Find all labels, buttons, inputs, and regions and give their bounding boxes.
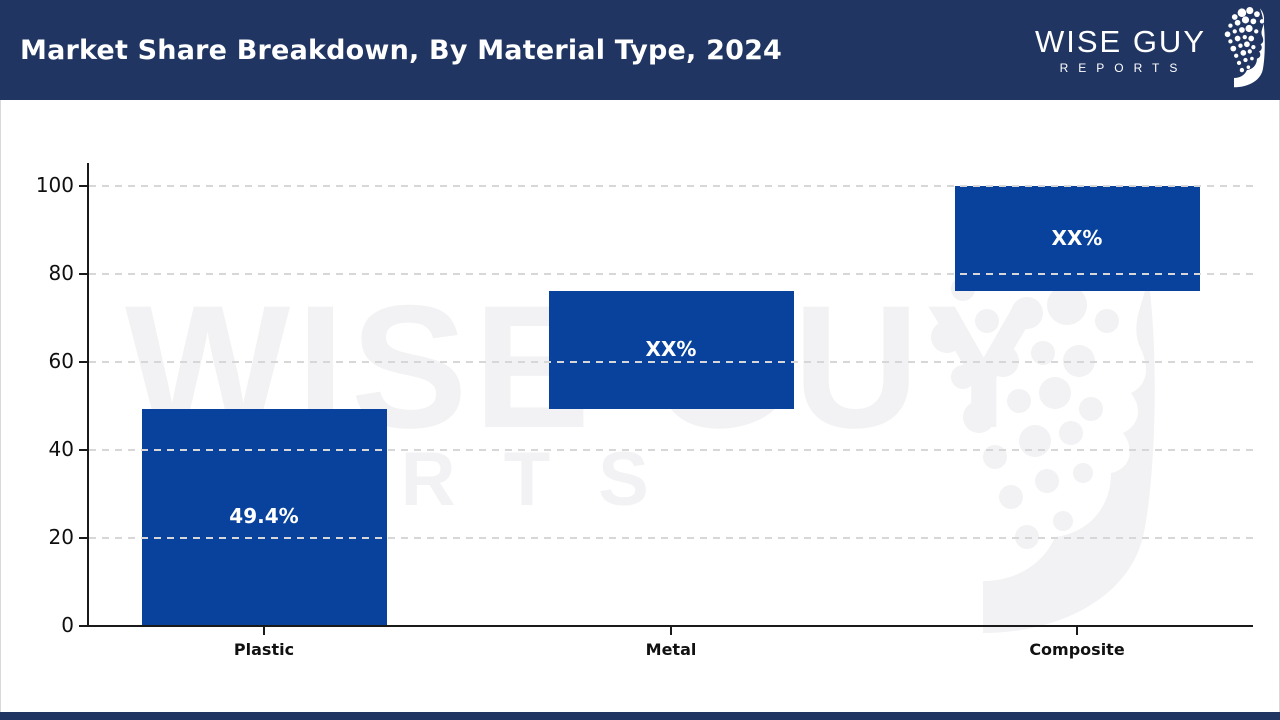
x-tick-mark xyxy=(670,627,672,635)
logo-text: WISE GUY REPORTS xyxy=(1035,26,1206,75)
y-tick-label: 0 xyxy=(61,613,74,637)
x-tick-mark xyxy=(1076,627,1078,635)
x-category-label: Plastic xyxy=(233,640,295,659)
y-tick-label: 100 xyxy=(35,173,74,197)
x-category-label: Composite xyxy=(1029,640,1125,659)
y-tick-mark xyxy=(79,273,87,275)
y-gridline xyxy=(89,537,1253,539)
y-tick-mark xyxy=(79,185,87,187)
y-tick-mark xyxy=(79,625,87,627)
y-tick-mark xyxy=(79,449,87,451)
y-gridline xyxy=(89,185,1253,187)
x-tick-mark xyxy=(263,627,265,635)
y-tick-label: 60 xyxy=(48,349,74,373)
y-tick-label: 80 xyxy=(48,261,74,285)
wise-guy-reports-logo: WISE GUY REPORTS xyxy=(1035,7,1266,93)
logo-subtitle: REPORTS xyxy=(1059,60,1188,75)
y-gridline xyxy=(89,273,1253,275)
logo-wordmark: WISE GUY xyxy=(1034,23,1206,59)
y-tick-mark xyxy=(79,537,87,539)
bar-plastic xyxy=(141,408,387,626)
y-tick-mark xyxy=(79,361,87,363)
header-bar: Market Share Breakdown, By Material Type… xyxy=(0,0,1280,100)
x-axis-spine xyxy=(87,625,1253,627)
chart-title: Market Share Breakdown, By Material Type… xyxy=(20,34,783,66)
bar-value-label: XX% xyxy=(645,336,697,361)
y-tick-label: 40 xyxy=(48,437,74,461)
footer-brand-strip xyxy=(0,712,1280,720)
bar-metal xyxy=(548,291,794,409)
bar-value-label: 49.4% xyxy=(229,504,299,529)
y-axis-spine xyxy=(87,163,89,627)
y-gridline xyxy=(89,361,1253,363)
x-category-label: Metal xyxy=(645,640,697,659)
bar-value-label: XX% xyxy=(1051,225,1103,250)
y-tick-label: 20 xyxy=(48,525,74,549)
y-gridline xyxy=(89,449,1253,451)
